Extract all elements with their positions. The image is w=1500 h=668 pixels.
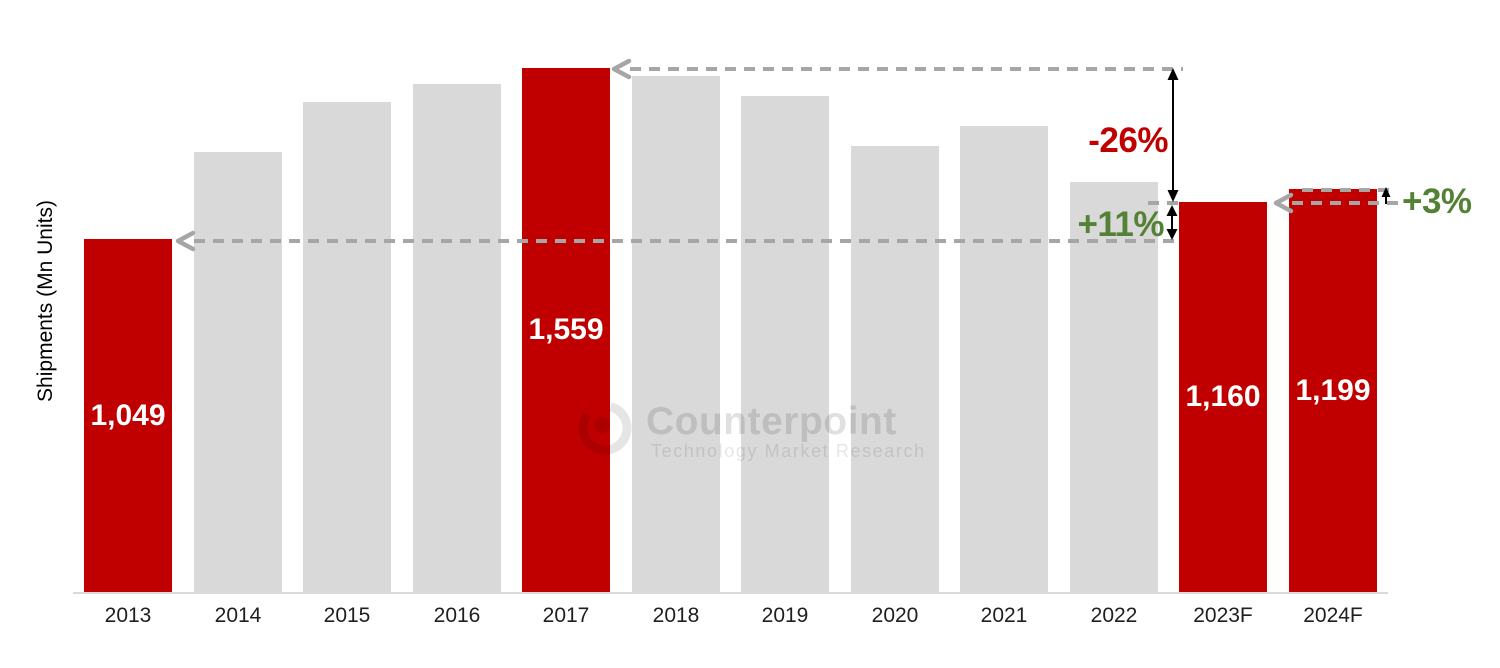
bar-value-label: 1,160 (1185, 380, 1261, 413)
x-label-2017: 2017 (542, 604, 590, 627)
annotation-recovery: +11% (1077, 205, 1164, 244)
double-arrow-recovery-bottom-head (1166, 229, 1178, 240)
x-label-2016: 2016 (433, 604, 481, 627)
bar-2021 (960, 126, 1048, 592)
x-label-2014: 2014 (214, 604, 262, 627)
x-label-2022: 2022 (1090, 604, 1138, 627)
arrowhead-2023-level (1273, 192, 1294, 214)
bar-2017: 1,559 (522, 68, 610, 592)
bar-value-label: 1,049 (90, 398, 166, 432)
bar-value-label: 1,559 (528, 313, 604, 346)
bar-2016 (413, 84, 501, 592)
bar-2020 (851, 146, 939, 592)
annotation-growth: +3% (1402, 182, 1472, 221)
bar-2018 (632, 76, 720, 592)
x-label-2013: 2013 (104, 604, 152, 627)
annotation-decline: -26% (1088, 121, 1168, 160)
x-label-2018: 2018 (652, 604, 700, 627)
bar-2014 (194, 152, 282, 592)
x-label-2024F: 2024F (1303, 604, 1363, 627)
bar-value-label: 1,199 (1295, 373, 1371, 407)
x-label-2020: 2020 (871, 604, 919, 627)
bar-2015 (303, 102, 391, 592)
bar-2023F: 1,160 (1179, 202, 1267, 592)
arrowhead-2017-peak (611, 58, 632, 80)
bar-2013: 1,049 (84, 239, 172, 592)
up-arrow-growth-head (1381, 187, 1391, 197)
watermark-subtitle: Technology Market Research (651, 441, 926, 461)
double-arrow-decline-bottom-head (1167, 190, 1179, 202)
bar-2022 (1070, 182, 1158, 592)
x-label-2015: 2015 (323, 604, 371, 627)
x-axis-line (73, 592, 1388, 594)
watermark-title: Counterpoint (646, 400, 897, 443)
double-arrow-recovery-top-head (1166, 205, 1178, 216)
x-label-2021: 2021 (980, 604, 1028, 627)
x-label-2019: 2019 (761, 604, 809, 627)
counterpoint-logo-icon (578, 401, 632, 455)
double-arrow-decline-top-head (1167, 68, 1179, 80)
x-label-2023F: 2023F (1193, 604, 1253, 627)
arrowhead-2013-level (175, 230, 196, 252)
bar-2019 (741, 96, 829, 592)
bar-2024F: 1,199 (1289, 189, 1377, 592)
